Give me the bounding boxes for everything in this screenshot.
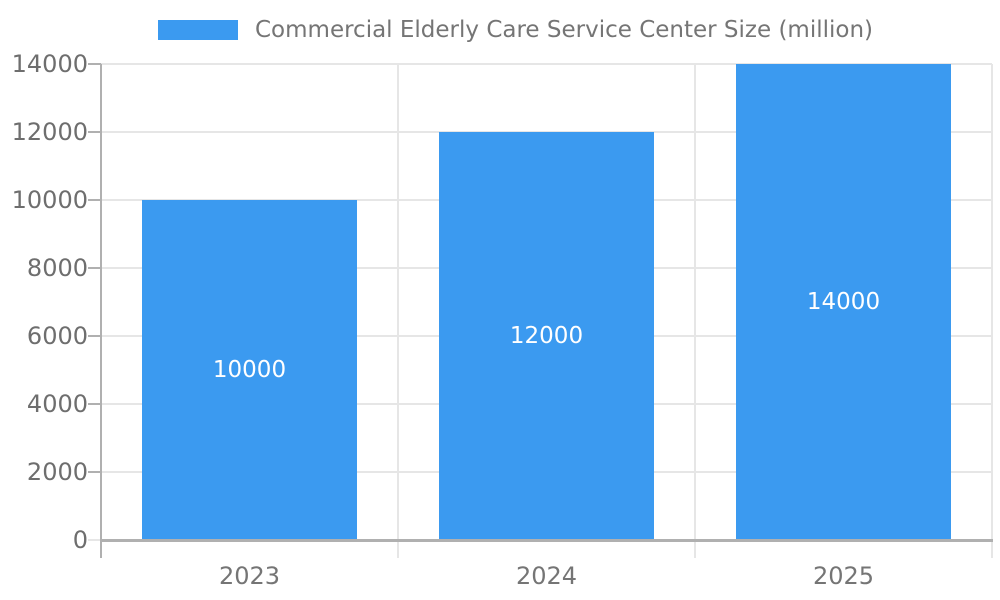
legend-swatch[interactable] xyxy=(158,20,238,40)
y-axis-tick xyxy=(88,539,101,541)
bar-value-label: 12000 xyxy=(509,323,584,349)
y-axis-tick xyxy=(88,131,101,133)
y-axis-label: 2000 xyxy=(26,458,88,486)
y-axis-label: 12000 xyxy=(11,118,88,146)
bar-2024 xyxy=(439,132,654,539)
x-axis-label: 2023 xyxy=(218,562,281,590)
horizontal-gridline xyxy=(101,63,992,65)
y-axis-label: 0 xyxy=(72,526,88,554)
y-axis-label: 4000 xyxy=(26,390,88,418)
vertical-gridline xyxy=(397,64,399,558)
y-axis-label: 14000 xyxy=(11,50,88,78)
y-axis-tick xyxy=(88,403,101,405)
y-axis-tick xyxy=(88,199,101,201)
x-axis-line xyxy=(100,539,993,542)
bar-value-label: 14000 xyxy=(806,289,881,315)
x-axis-label: 2025 xyxy=(812,562,875,590)
y-axis-tick xyxy=(88,267,101,269)
bar-2025 xyxy=(736,64,951,539)
y-axis-label: 8000 xyxy=(26,254,88,282)
legend-label[interactable]: Commercial Elderly Care Service Center S… xyxy=(255,17,874,43)
chart-legend[interactable]: Commercial Elderly Care Service Center S… xyxy=(158,15,873,45)
bar-2023 xyxy=(142,200,357,539)
x-axis-label: 2024 xyxy=(515,562,578,590)
y-axis-line xyxy=(100,64,102,558)
bar-value-label: 10000 xyxy=(212,357,287,383)
vertical-gridline xyxy=(991,64,993,558)
y-axis-tick xyxy=(88,335,101,337)
y-axis-label: 6000 xyxy=(26,322,88,350)
y-axis-tick xyxy=(88,471,101,473)
vertical-gridline xyxy=(694,64,696,558)
y-axis-tick xyxy=(88,63,101,65)
y-axis-label: 10000 xyxy=(11,186,88,214)
